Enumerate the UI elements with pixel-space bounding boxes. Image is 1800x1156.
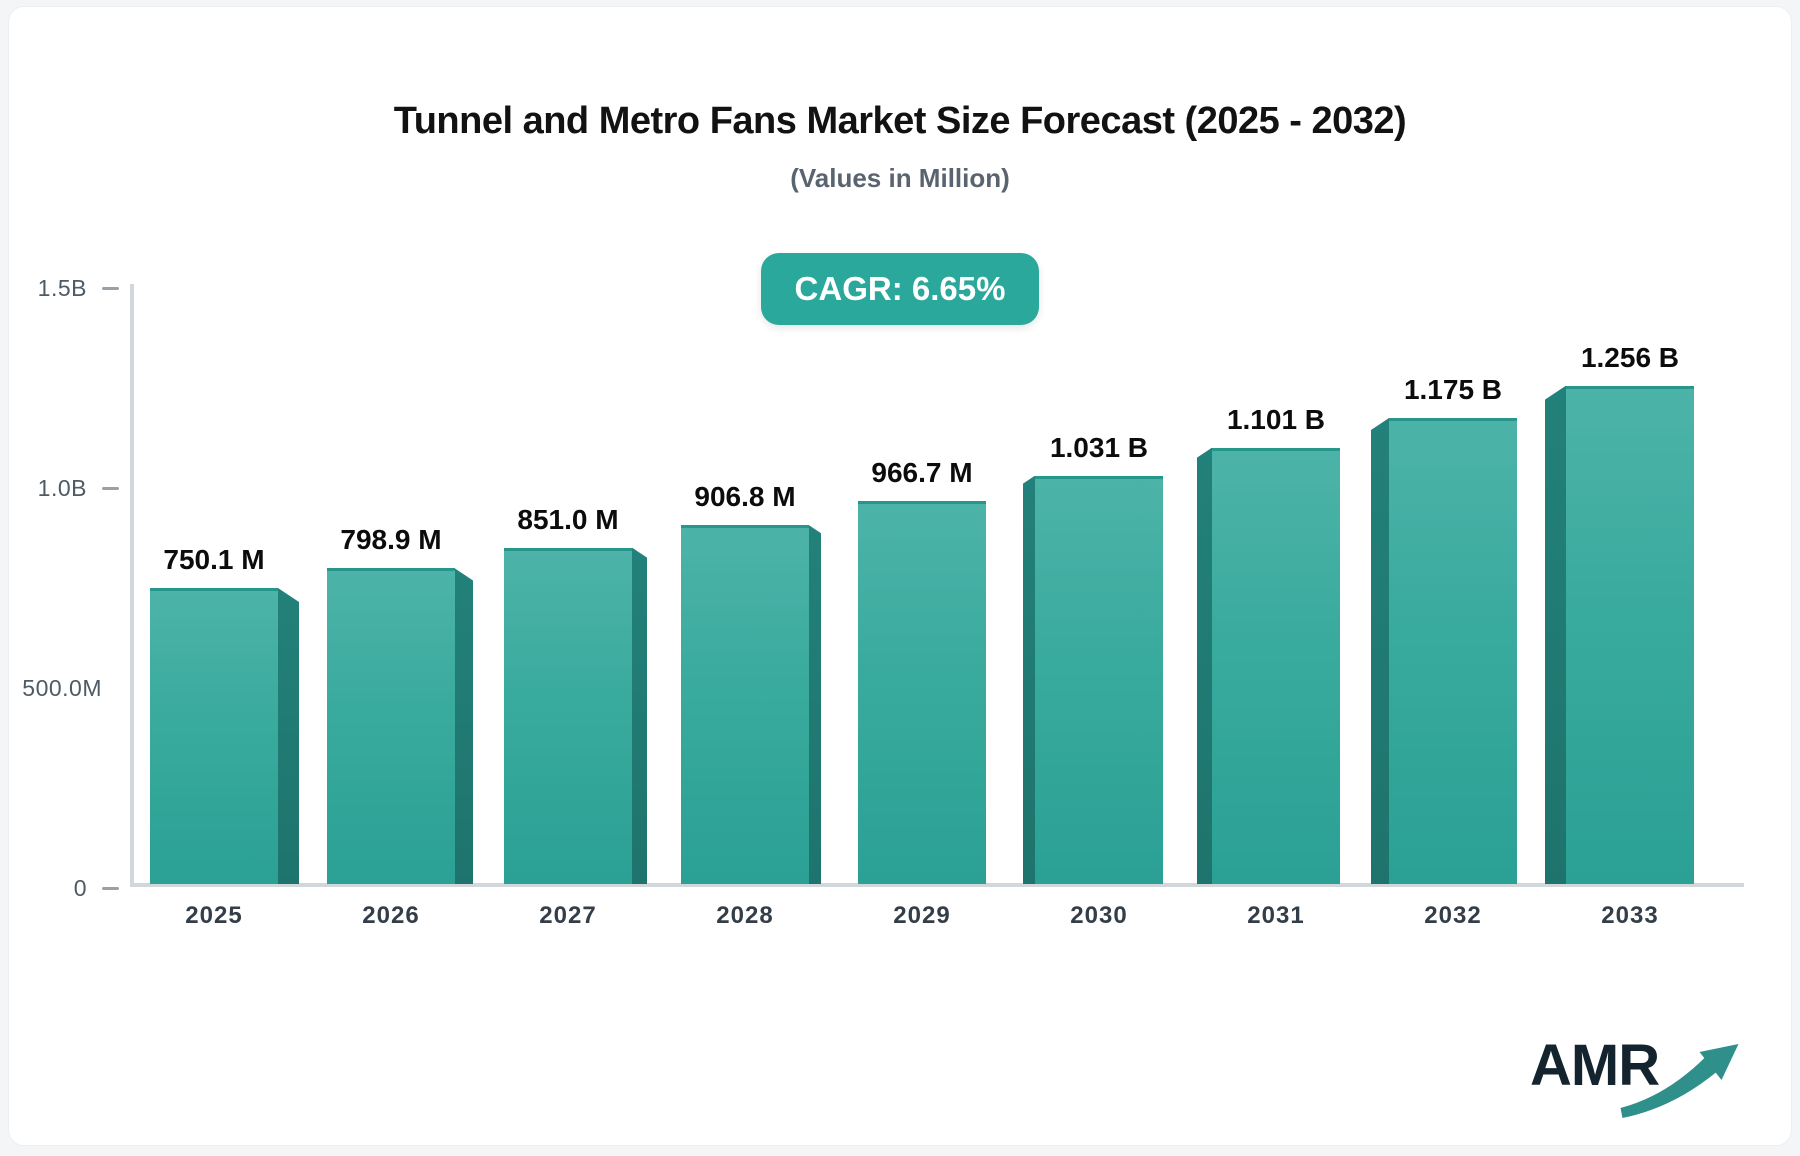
y-tick-label: 0 <box>73 874 87 901</box>
x-axis-label-2027: 2027 <box>539 902 597 929</box>
bar-side-face-2030 <box>1023 475 1035 884</box>
y-tick-mark <box>102 886 119 890</box>
bar-side-face-2027 <box>632 547 647 884</box>
bar-2030[interactable] <box>1035 475 1163 884</box>
bar-value-label-2026: 798.9 M <box>340 524 442 556</box>
bar-2025[interactable] <box>150 587 278 884</box>
bar-2029[interactable] <box>858 501 986 884</box>
x-axis-label-2025: 2025 <box>185 902 243 929</box>
bar-side-face-2031 <box>1197 447 1212 884</box>
x-axis-label-2032: 2032 <box>1424 902 1482 929</box>
bar-2032[interactable] <box>1389 418 1517 884</box>
y-tick-1.5B: 1.5B <box>0 273 119 303</box>
bar-2027[interactable] <box>504 547 632 884</box>
bar-side-face-2026 <box>455 568 473 884</box>
x-axis-label-2028: 2028 <box>716 902 774 929</box>
bar-value-label-2025: 750.1 M <box>163 543 265 575</box>
y-tick-500.0M: 500.0M <box>0 673 119 703</box>
x-axis-label-2026: 2026 <box>362 902 420 929</box>
x-axis-label-2033: 2033 <box>1601 902 1659 929</box>
bar-side-face-2028 <box>809 525 821 884</box>
brand-logo-text: AMR <box>1530 1033 1660 1098</box>
bar-value-label-2031: 1.101 B <box>1226 403 1326 435</box>
y-tick-mark <box>102 286 119 290</box>
bar-value-label-2032: 1.175 B <box>1403 374 1503 405</box>
bar-value-label-2033: 1.256 B <box>1580 341 1680 373</box>
bar-side-face-2033 <box>1545 385 1566 884</box>
cagr-badge-row: CAGR: 6.65% <box>0 253 1800 325</box>
bar-2031[interactable] <box>1212 447 1340 884</box>
growth-arrow-icon <box>1620 1044 1739 1118</box>
x-axis-label-2031: 2031 <box>1247 902 1305 929</box>
y-axis-line <box>130 284 134 885</box>
bar-side-face-2025 <box>278 587 299 884</box>
y-tick-label: 500.0M <box>22 674 102 701</box>
chart-title: Tunnel and Metro Fans Market Size Foreca… <box>393 100 1407 142</box>
bar-side-face-2032 <box>1371 418 1389 884</box>
y-tick-1.0B: 1.0B <box>0 473 119 503</box>
y-tick-label: 1.5B <box>37 274 87 301</box>
bar-2026[interactable] <box>327 568 455 884</box>
x-axis-label-2029: 2029 <box>893 902 951 929</box>
bar-value-label-2029: 966.7 M <box>871 457 973 489</box>
y-tick-mark <box>102 486 119 490</box>
bar-2028[interactable] <box>681 525 809 884</box>
bar-value-label-2030: 1.031 B <box>1049 431 1149 463</box>
bar-value-label-2028: 906.8 M <box>694 481 796 513</box>
chart-subtitle: (Values in Million) <box>790 163 1010 193</box>
x-axis-line <box>130 883 1744 887</box>
y-tick-0: 0 <box>0 873 119 903</box>
bar-2033[interactable] <box>1566 385 1694 884</box>
bar-value-label-2027: 851.0 M <box>517 503 619 535</box>
cagr-badge: CAGR: 6.65% <box>760 253 1040 325</box>
brand-logo: AMR <box>1520 1030 1760 1120</box>
y-tick-label: 1.0B <box>37 474 87 501</box>
x-axis-label-2030: 2030 <box>1070 902 1128 929</box>
